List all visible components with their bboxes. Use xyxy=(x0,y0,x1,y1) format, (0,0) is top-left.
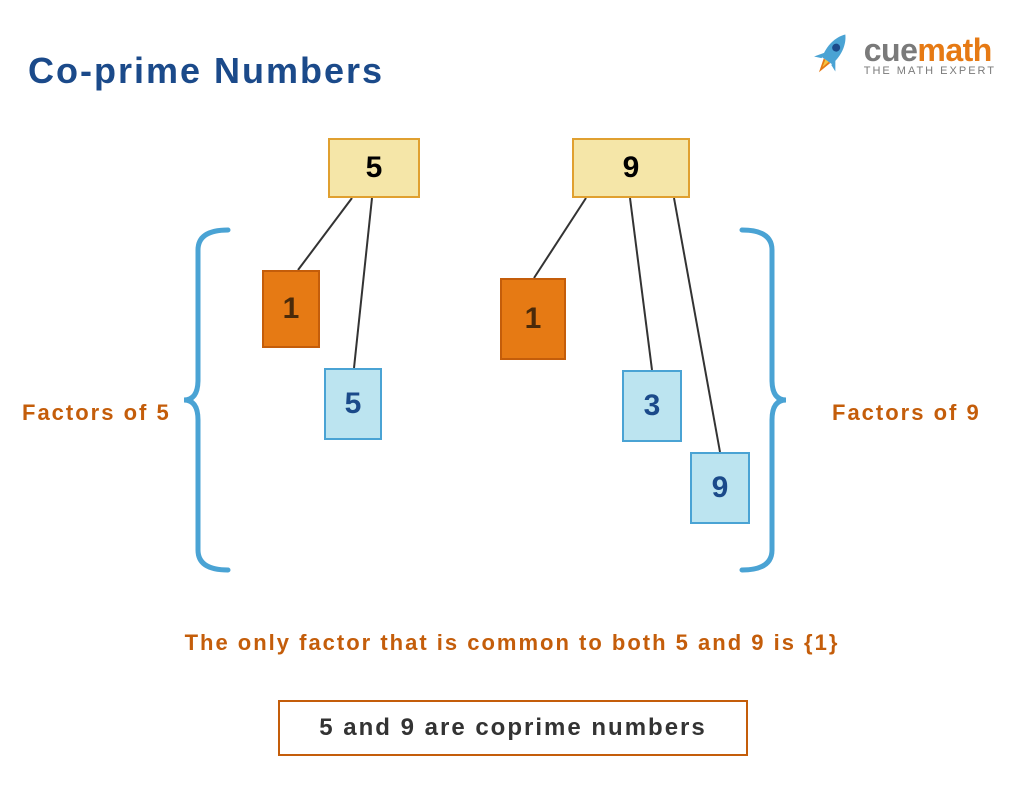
curly-brace xyxy=(184,230,228,570)
factor-box: 5 xyxy=(324,368,382,440)
common-factor-text: The only factor that is common to both 5… xyxy=(0,630,1024,656)
factor-box: 3 xyxy=(622,370,682,442)
factor-box: 1 xyxy=(500,278,566,360)
factor-box: 1 xyxy=(262,270,320,348)
factor-edge xyxy=(354,198,372,368)
conclusion-box: 5 and 9 are coprime numbers xyxy=(278,700,748,756)
factors-label: Factors of 9 xyxy=(832,400,981,426)
root-number-box: 9 xyxy=(572,138,690,198)
root-number-box: 5 xyxy=(328,138,420,198)
factors-label: Factors of 5 xyxy=(22,400,171,426)
factor-edge xyxy=(298,198,352,270)
factor-edge xyxy=(630,198,652,370)
factor-edge xyxy=(534,198,586,278)
factor-box: 9 xyxy=(690,452,750,524)
